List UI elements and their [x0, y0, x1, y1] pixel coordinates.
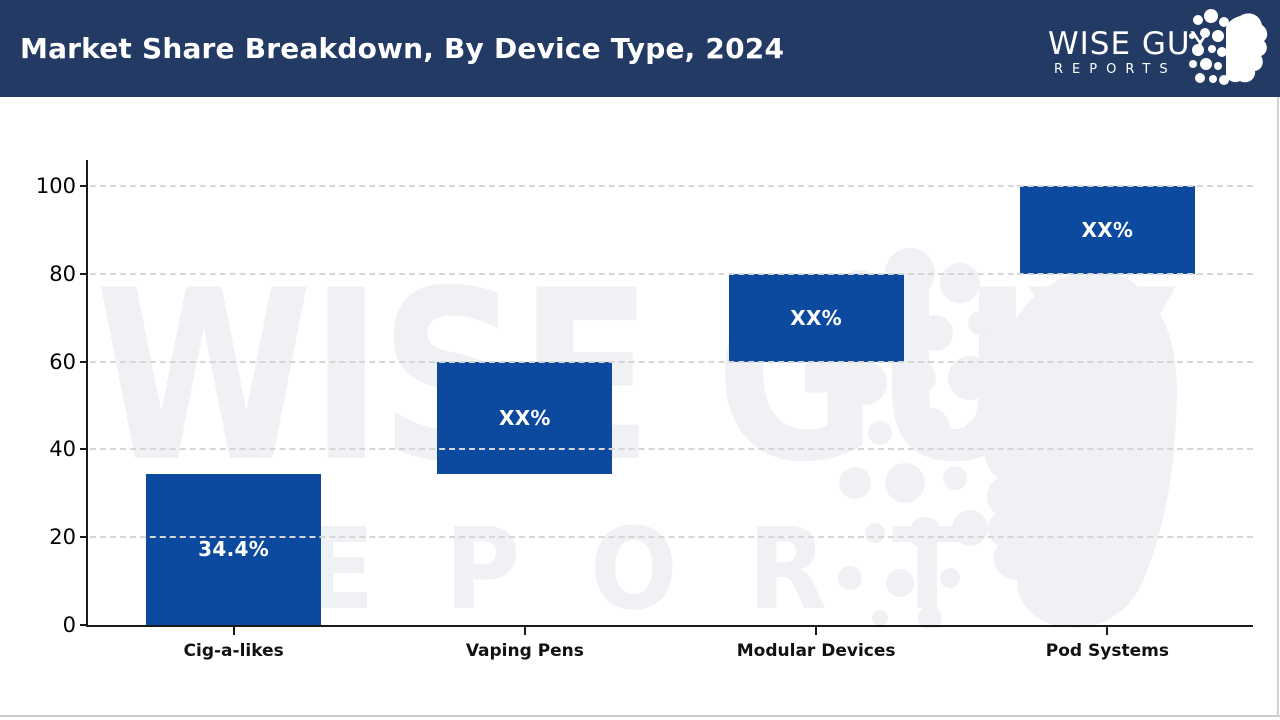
- bar-value-label: XX%: [790, 305, 843, 330]
- y-axis-tick-label: 20: [49, 525, 76, 550]
- gridline-y100: [90, 185, 1253, 187]
- x-axis-tick: [815, 627, 818, 635]
- x-axis-spine: [86, 625, 1253, 627]
- frame-bottom-border: [0, 715, 1280, 717]
- header-band: Market Share Breakdown, By Device Type, …: [0, 0, 1280, 97]
- y-axis-tick-label: 60: [49, 349, 76, 374]
- y-axis-tick: [80, 624, 88, 626]
- x-axis-tick: [523, 627, 526, 635]
- x-axis-category-label: Modular Devices: [736, 641, 896, 661]
- brand-head-icon: [1189, 9, 1268, 85]
- x-axis-tick: [1106, 627, 1109, 635]
- brand-name: WISE GUY: [1048, 26, 1211, 62]
- y-axis-tick: [80, 185, 88, 187]
- bar-modular-devices: XX%: [728, 273, 904, 362]
- frame-right-border: [1277, 97, 1279, 717]
- gridline-y20: [90, 536, 1253, 539]
- bar-value-label: XX%: [1081, 217, 1134, 242]
- x-axis-tick: [232, 627, 235, 635]
- x-axis-category-label: Cig-a-likes: [183, 641, 284, 661]
- bar-value-label: 34.4%: [198, 537, 270, 562]
- y-axis-tick: [80, 272, 88, 275]
- y-axis-tick-label: 0: [62, 613, 76, 637]
- bar-value-label: XX%: [498, 405, 551, 430]
- brand-tagline: REPORTS: [1054, 62, 1177, 77]
- chart-title: Market Share Breakdown, By Device Type, …: [20, 32, 785, 65]
- y-axis-tick: [80, 448, 88, 451]
- y-axis-tick: [80, 360, 88, 363]
- plot-area: 0 20 40 60 80 100 34.4% Cig-a-likes XX% Vaping Pe…: [0, 97, 1280, 717]
- y-axis-tick-label: 100: [35, 174, 76, 198]
- y-axis-tick: [80, 536, 88, 539]
- x-axis-category-label: Vaping Pens: [465, 641, 584, 661]
- x-axis-category-label: Pod Systems: [1045, 641, 1169, 661]
- gridline-y40: [90, 448, 1253, 451]
- y-axis-tick-label: 80: [49, 261, 76, 286]
- bar-pod-systems: XX%: [1019, 186, 1195, 274]
- bar-cig-a-likes: 34.4%: [146, 473, 322, 625]
- bar-vaping-pens: XX%: [437, 361, 613, 474]
- gridline-y80: [90, 272, 1253, 275]
- brand-logo: WISE GUY REPORTS: [1010, 0, 1270, 97]
- y-axis-spine: [86, 160, 88, 627]
- y-axis-tick-label: 40: [49, 437, 76, 462]
- gridline-y60: [90, 360, 1253, 363]
